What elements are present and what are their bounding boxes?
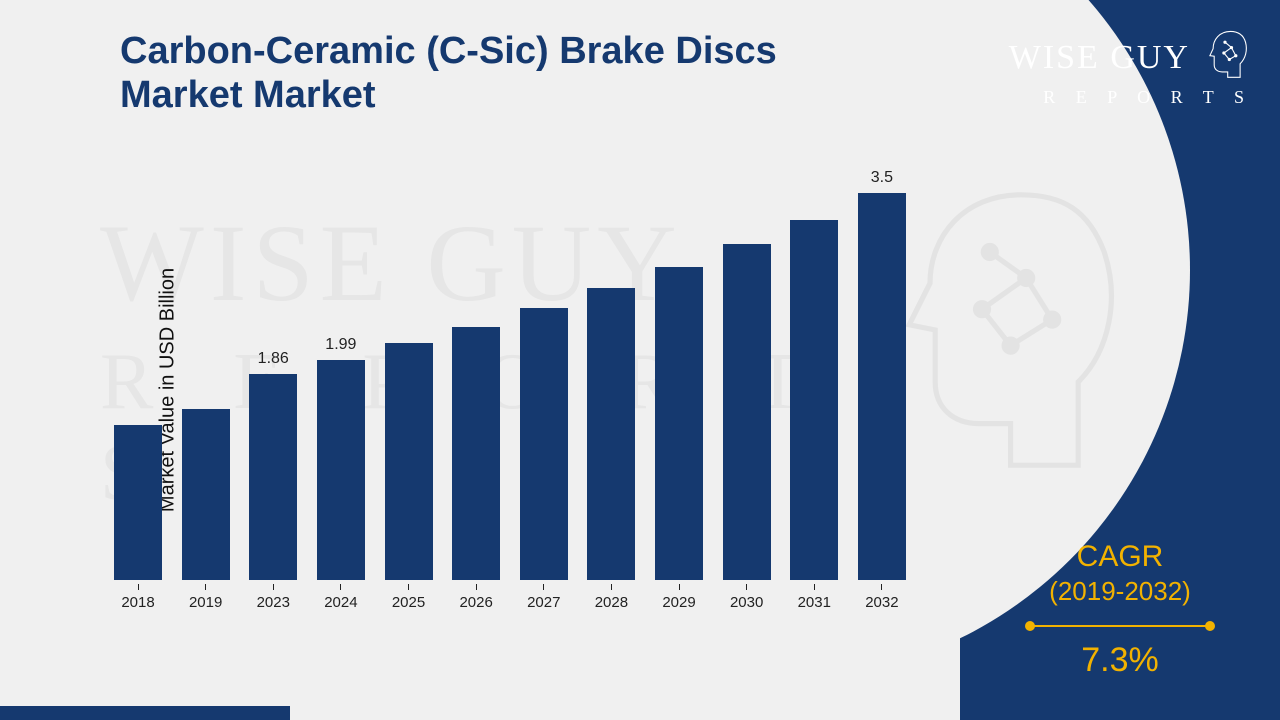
- bar-value-label: 3.5: [871, 169, 893, 187]
- bar-col: [790, 220, 838, 580]
- bar: [858, 193, 906, 580]
- bar-col: [114, 425, 162, 580]
- logo-text-2: R E P O R T S: [1009, 87, 1252, 108]
- cagr-range: (2019-2032): [1000, 576, 1240, 607]
- x-tick: 2027: [520, 580, 568, 620]
- x-tick: 2018: [114, 580, 162, 620]
- brain-head-icon: [1198, 26, 1252, 89]
- bar-value-label: 1.99: [325, 336, 356, 354]
- x-tick: 2024: [317, 580, 365, 620]
- bar-col: [385, 343, 433, 580]
- x-axis: 2018 2019 2023 2024 2025 2026 2027 2028 2029 2030…: [110, 580, 910, 620]
- bar: [385, 343, 433, 580]
- bar-col: [452, 327, 500, 580]
- bottom-accent-bar: [0, 706, 290, 720]
- bar-col: [182, 409, 230, 580]
- x-tick: 2025: [385, 580, 433, 620]
- x-tick: 2029: [655, 580, 703, 620]
- bar-col: 1.86: [249, 374, 297, 580]
- bar: [452, 327, 500, 580]
- x-tick: 2026: [452, 580, 500, 620]
- page-root: WISE GUY R E P O R T S Carbon-Ce: [0, 0, 1280, 720]
- bar: [587, 288, 635, 580]
- cagr-block: CAGR (2019-2032) 7.3%: [1000, 540, 1240, 680]
- bar-col: [587, 288, 635, 580]
- chart-title: Carbon-Ceramic (C-Sic) Brake Discs Marke…: [120, 30, 900, 117]
- bar: [723, 244, 771, 580]
- x-tick: 2030: [723, 580, 771, 620]
- bar: [520, 308, 568, 580]
- plot-region: 1.86 1.99 3.5: [110, 160, 910, 580]
- logo-text-1: WISE GUY: [1009, 39, 1190, 77]
- cagr-divider: [1030, 625, 1210, 627]
- cagr-value: 7.3%: [1000, 641, 1240, 680]
- x-tick: 2023: [249, 580, 297, 620]
- x-tick: 2019: [182, 580, 230, 620]
- bar-col: 1.99: [317, 360, 365, 580]
- x-tick: 2032: [858, 580, 906, 620]
- x-tick: 2028: [587, 580, 635, 620]
- bar-col: 3.5: [858, 193, 906, 580]
- chart-area: Market Value in USD Billion 1.861.993.5 …: [90, 160, 910, 620]
- bar: [317, 360, 365, 580]
- bars-container: 1.86 1.99 3.5: [110, 160, 910, 580]
- bar-col: [655, 267, 703, 580]
- bar: [790, 220, 838, 580]
- bar: [249, 374, 297, 580]
- cagr-title: CAGR: [1000, 540, 1240, 574]
- bar: [182, 409, 230, 580]
- x-tick: 2031: [790, 580, 838, 620]
- bar-value-label: 1.86: [258, 350, 289, 368]
- brand-logo: WISE GUY R E P O R T S: [1009, 26, 1252, 108]
- bar-col: [723, 244, 771, 580]
- bar: [114, 425, 162, 580]
- bar: [655, 267, 703, 580]
- bar-col: [520, 308, 568, 580]
